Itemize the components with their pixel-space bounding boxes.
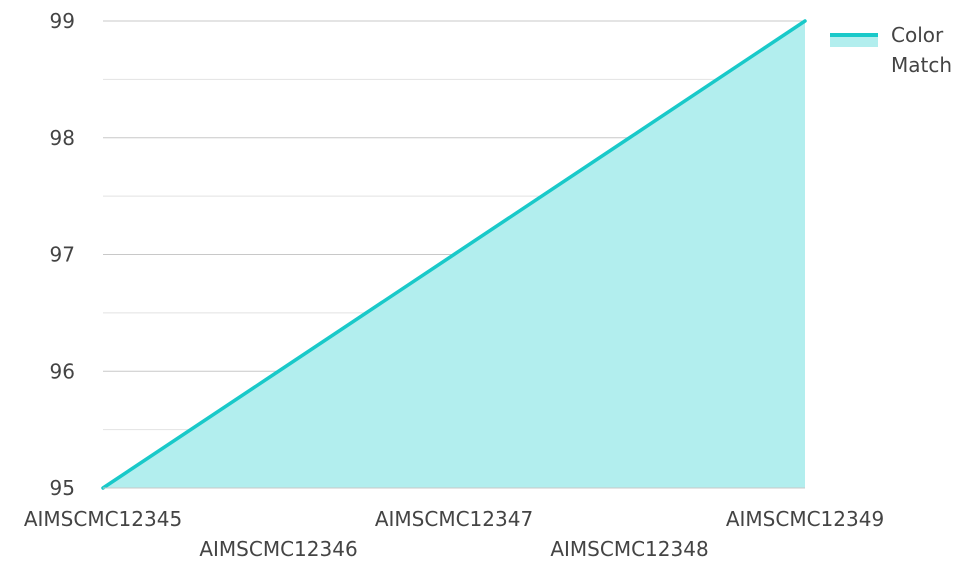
legend-label-line-2: Match bbox=[891, 53, 952, 77]
x-tick-label: AIMSCMC12348 bbox=[550, 537, 708, 560]
y-tick-label: 98 bbox=[50, 126, 75, 150]
y-tick-label: 97 bbox=[50, 243, 75, 267]
x-tick-label: AIMSCMC12349 bbox=[726, 507, 884, 531]
y-tick-label: 95 bbox=[50, 476, 75, 500]
legend: Color Match bbox=[830, 23, 952, 77]
y-tick-label: 96 bbox=[50, 359, 75, 383]
x-tick-label: AIMSCMC12346 bbox=[199, 537, 357, 560]
x-tick-label: AIMSCMC12347 bbox=[375, 507, 533, 531]
x-axis: AIMSCMC12345 AIMSCMC12346 AIMSCMC12347 AIMS… bbox=[24, 488, 884, 560]
legend-swatch-fill bbox=[830, 37, 878, 47]
legend-label-line-1: Color bbox=[891, 23, 944, 47]
y-axis: 95 96 97 98 99 bbox=[50, 9, 75, 500]
y-tick-label: 99 bbox=[50, 9, 75, 33]
x-tick-label: AIMSCMC12345 bbox=[24, 507, 182, 531]
